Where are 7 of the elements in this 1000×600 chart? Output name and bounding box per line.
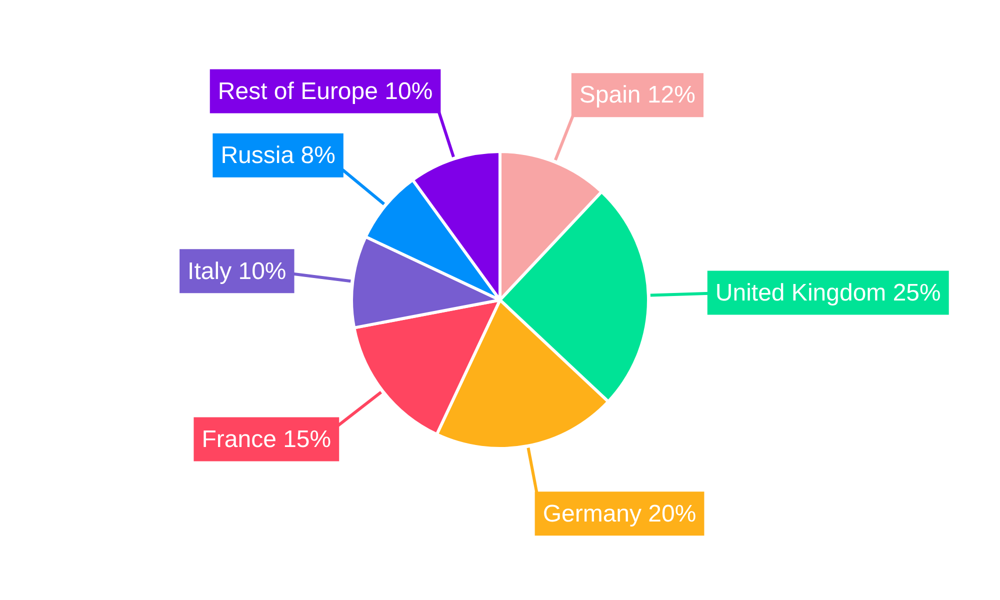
slice-label: Italy 10% — [188, 258, 286, 285]
slice-label: Spain 12% — [579, 82, 696, 109]
slice-label: Germany 20% — [542, 500, 696, 528]
slice-label: United Kingdom 25% — [715, 279, 941, 306]
slice-label: Rest of Europe 10% — [218, 78, 433, 105]
slice-label: Russia 8% — [220, 142, 336, 170]
slice-label: France 15% — [202, 426, 332, 453]
